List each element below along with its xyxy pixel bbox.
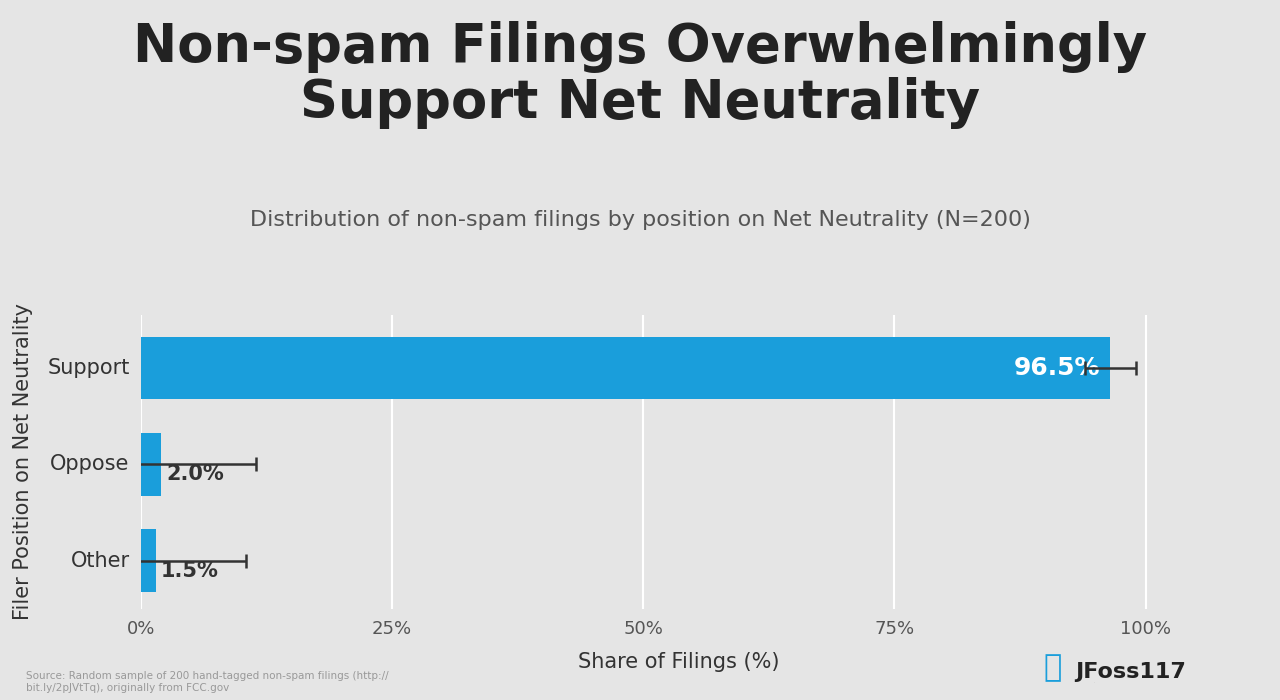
Text: 2.0%: 2.0%: [166, 464, 224, 484]
Text: JFoss117: JFoss117: [1075, 662, 1187, 682]
X-axis label: Share of Filings (%): Share of Filings (%): [577, 652, 780, 672]
Bar: [141, 433, 161, 496]
Y-axis label: Filer Position on Net Neutrality: Filer Position on Net Neutrality: [13, 304, 33, 620]
Text: Source: Random sample of 200 hand-tagged non-spam filings (http://
bit.ly/2pJVtT: Source: Random sample of 200 hand-tagged…: [26, 671, 388, 693]
Bar: [141, 529, 156, 592]
Text: : : [1043, 654, 1061, 682]
Bar: [141, 337, 1111, 399]
Text: Non-spam Filings Overwhelmingly
Support Net Neutrality: Non-spam Filings Overwhelmingly Support …: [133, 21, 1147, 129]
Text: 1.5%: 1.5%: [161, 561, 219, 581]
Text: Distribution of non-spam filings by position on Net Neutrality (N=200): Distribution of non-spam filings by posi…: [250, 210, 1030, 230]
Text: 96.5%: 96.5%: [1014, 356, 1101, 380]
